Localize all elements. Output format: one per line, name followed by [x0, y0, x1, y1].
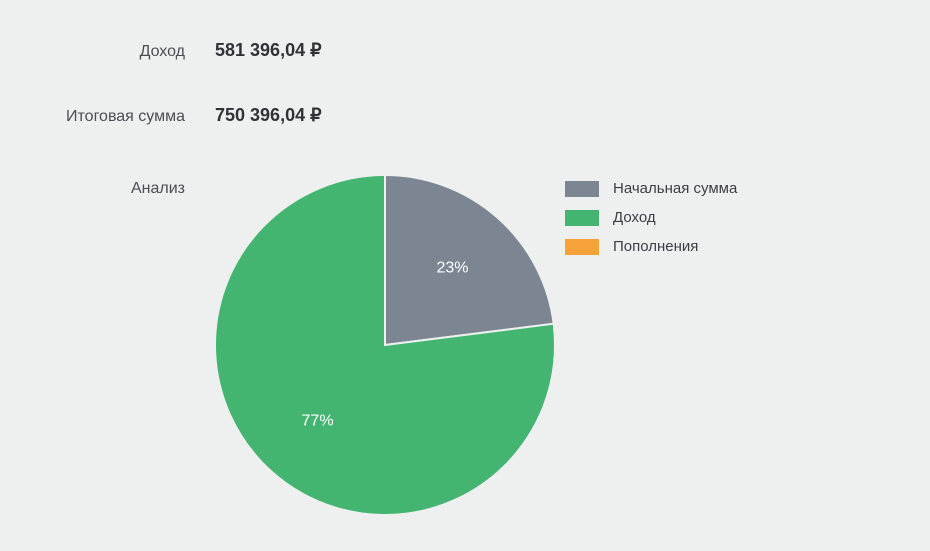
- legend-swatch-initial: [565, 181, 599, 197]
- row-income: Доход 581 396,04 ₽: [0, 40, 930, 61]
- legend-label-income: Доход: [613, 209, 656, 226]
- legend-item-income: Доход: [565, 209, 737, 226]
- pie-slice-initial: [385, 175, 554, 345]
- legend-item-initial: Начальная сумма: [565, 180, 737, 197]
- pie-slice-label-initial: 23%: [436, 260, 468, 277]
- row-income-label: Доход: [0, 43, 215, 61]
- pie-slice-label-income: 77%: [302, 413, 334, 430]
- root: Доход 581 396,04 ₽ Итоговая сумма 750 39…: [0, 0, 930, 551]
- row-analysis-label: Анализ: [0, 180, 215, 198]
- legend-label-deposits: Пополнения: [613, 238, 698, 255]
- row-total-label: Итоговая сумма: [0, 108, 215, 126]
- pie-chart: 23% 77%: [215, 175, 555, 520]
- legend-swatch-deposits: [565, 239, 599, 255]
- legend-item-deposits: Пополнения: [565, 238, 737, 255]
- legend-label-initial: Начальная сумма: [613, 180, 737, 197]
- legend-swatch-income: [565, 210, 599, 226]
- row-total: Итоговая сумма 750 396,04 ₽: [0, 105, 930, 126]
- legend: Начальная сумма Доход Пополнения: [565, 180, 737, 267]
- row-income-value: 581 396,04 ₽: [215, 40, 322, 61]
- row-total-value: 750 396,04 ₽: [215, 105, 322, 126]
